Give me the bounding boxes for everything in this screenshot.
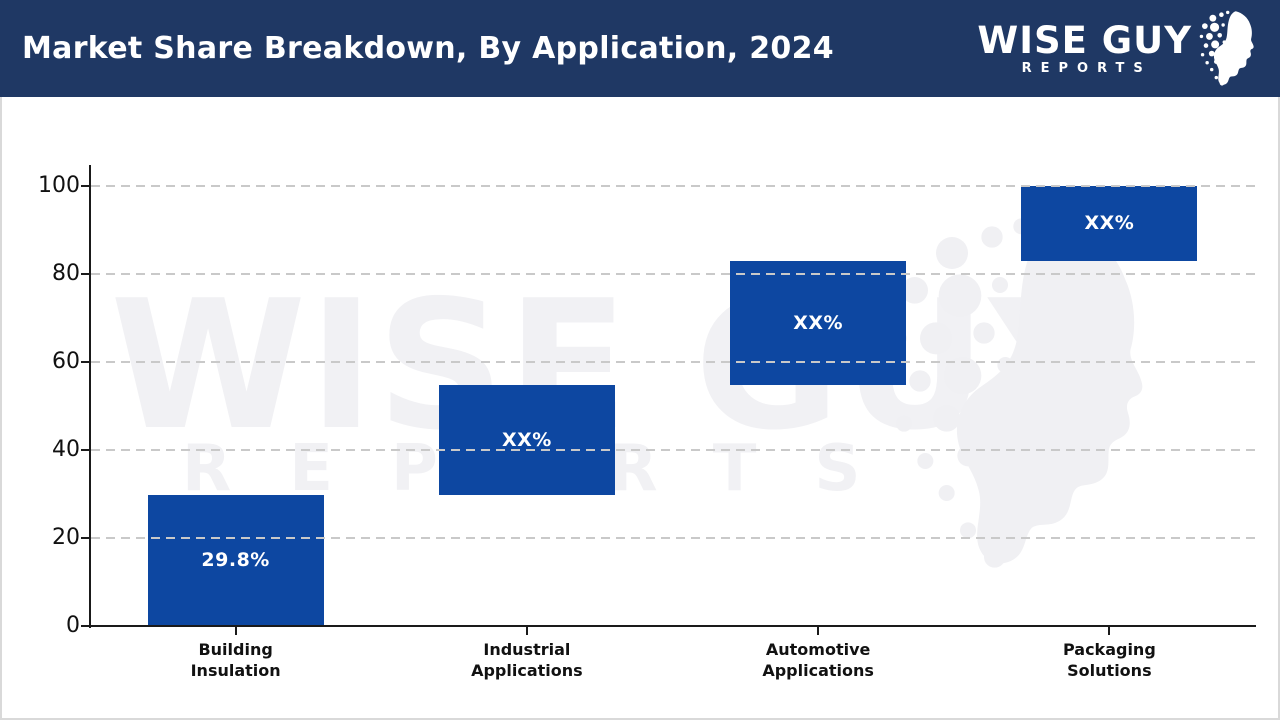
x-tick-mark — [1108, 627, 1111, 635]
gridline — [91, 185, 1255, 187]
bar-value-label: XX% — [1084, 212, 1135, 235]
gridline — [91, 273, 1255, 275]
y-tick-label: 80 — [52, 261, 80, 286]
y-tick-label: 20 — [52, 525, 80, 550]
y-tick-label: 0 — [66, 613, 80, 638]
x-tick-mark — [525, 627, 528, 635]
header-bar: Market Share Breakdown, By Application, … — [0, 0, 1280, 97]
gridline — [91, 361, 1255, 363]
y-tick-label: 100 — [38, 173, 80, 198]
y-tick-mark — [81, 537, 89, 539]
y-tick-mark — [81, 625, 89, 627]
x-tick-label-automotive-applications: Automotive Applications — [762, 640, 874, 680]
y-axis-line — [89, 165, 91, 628]
watermark-head-icon — [872, 210, 1192, 584]
x-axis-line — [89, 625, 1256, 627]
y-tick-label: 40 — [52, 437, 80, 462]
gridline — [91, 449, 1255, 451]
bar-packaging-solutions: XX% — [1021, 186, 1198, 261]
bar-value-label: XX% — [793, 311, 844, 334]
logo-wordmark: WISE GUY — [977, 19, 1192, 62]
y-tick-mark — [81, 449, 89, 451]
x-tick-mark — [234, 627, 237, 635]
y-tick-mark — [81, 273, 89, 275]
y-tick-label: 60 — [52, 349, 80, 374]
bar-value-label: 29.8% — [201, 549, 270, 572]
bar-automotive-applications: XX% — [730, 260, 907, 385]
wise-guy-reports-logo: WISE GUY REPORTS — [977, 9, 1266, 89]
x-tick-label-industrial-applications: Industrial Applications — [471, 640, 583, 680]
x-tick-label-packaging-solutions: Packaging Solutions — [1062, 640, 1156, 680]
logo-subtitle: REPORTS — [1021, 61, 1152, 76]
x-tick-mark — [817, 627, 820, 635]
y-tick-mark — [81, 185, 89, 187]
bar-value-label: XX% — [501, 428, 552, 451]
bar-industrial-applications: XX% — [438, 384, 615, 495]
bar-building-insulation: 29.8% — [147, 494, 324, 626]
gridline — [91, 537, 1255, 539]
y-tick-mark — [81, 361, 89, 363]
x-tick-label-building-insulation: Building Insulation — [190, 640, 281, 680]
chart-title: Market Share Breakdown, By Application, … — [22, 31, 834, 66]
